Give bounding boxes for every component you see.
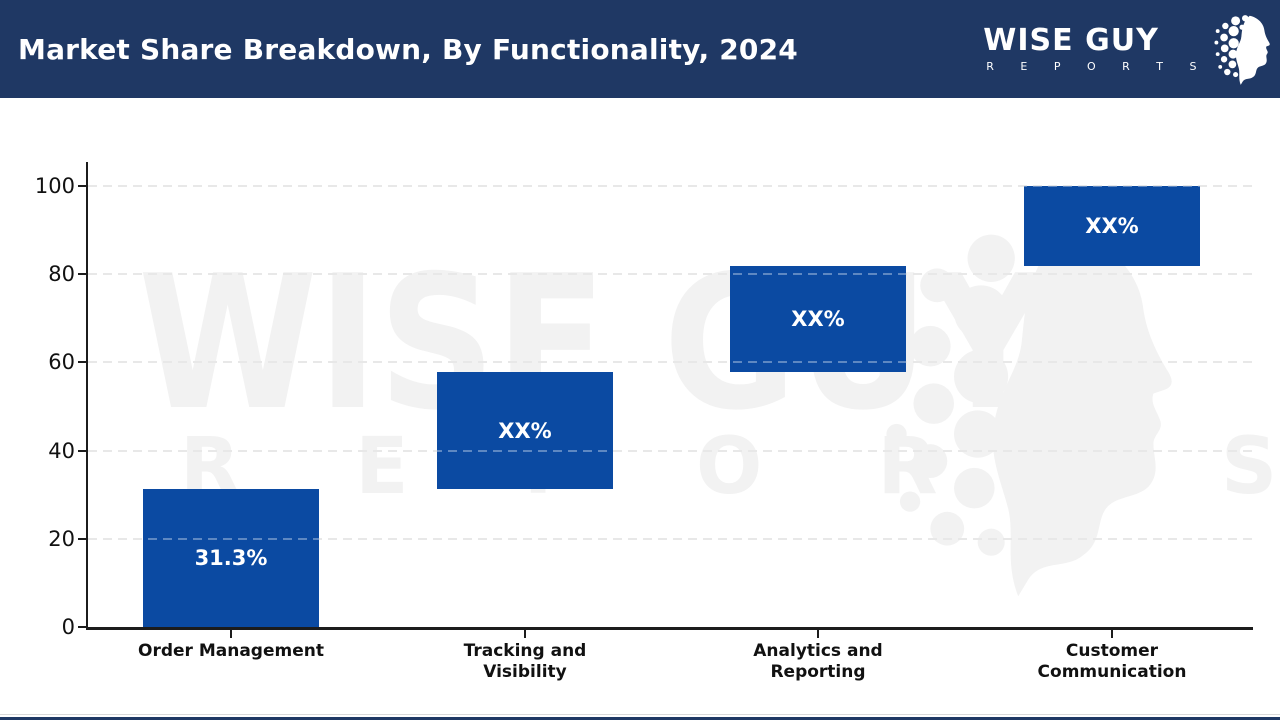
bar-segment xyxy=(437,372,613,489)
y-tick-mark xyxy=(78,273,86,276)
wiseguy-logo: WISE GUY R E P O R T S xyxy=(983,3,1274,95)
x-tick-mark xyxy=(1111,630,1113,638)
watermark-face-graphic xyxy=(879,227,1172,597)
bar-segment xyxy=(730,265,906,373)
y-tick-mark xyxy=(78,626,86,628)
x-tick-mark xyxy=(524,630,526,638)
y-axis-line xyxy=(86,162,88,630)
bar-segment xyxy=(143,488,319,627)
y-tick-label: 0 xyxy=(61,615,75,639)
x-category-label: Order Management xyxy=(138,641,324,661)
gridline-overlay xyxy=(88,185,1253,187)
gridline xyxy=(88,185,1253,187)
gridline xyxy=(88,273,1253,276)
gridline xyxy=(88,449,1253,452)
bar-value-label: XX% xyxy=(498,418,552,443)
gridline xyxy=(88,361,1253,364)
y-tick-label: 40 xyxy=(48,438,75,463)
wiseguy-face-icon xyxy=(1214,15,1270,85)
y-tick-mark xyxy=(78,449,86,452)
bar-value-label: XX% xyxy=(791,306,845,331)
x-category-label: Customer Communication xyxy=(1037,641,1187,682)
chart-title: Market Share Breakdown, By Functionality… xyxy=(18,32,798,66)
footer-bar xyxy=(0,717,1280,720)
x-tick-mark xyxy=(230,630,232,638)
logo-wordmark: WISE GUY xyxy=(983,23,1159,58)
x-axis-line xyxy=(86,627,1253,630)
bar-value-label: XX% xyxy=(1085,213,1139,238)
footer-divider xyxy=(0,714,1280,715)
y-tick-label: 100 xyxy=(34,174,75,198)
logo-subtext: R E P O R T S xyxy=(986,60,1208,73)
bar-segment xyxy=(1024,186,1200,266)
gridline-overlay xyxy=(88,449,1253,452)
y-tick-mark xyxy=(78,361,86,364)
gridline-overlay xyxy=(88,361,1253,364)
y-tick-label: 20 xyxy=(48,526,75,551)
bar-value-label: 31.3% xyxy=(194,545,268,570)
gridline-overlay xyxy=(88,537,1253,540)
logo-text-block: WISE GUY R E P O R T S xyxy=(983,23,1208,74)
gridline xyxy=(88,537,1253,540)
y-tick-label: 60 xyxy=(48,350,75,375)
x-tick-mark xyxy=(817,630,819,638)
y-tick-mark xyxy=(78,537,86,540)
x-category-label: Analytics and Reporting xyxy=(753,641,883,682)
header-bar: Market Share Breakdown, By Functionality… xyxy=(0,0,1280,98)
x-category-label: Tracking and Visibility xyxy=(463,641,587,682)
y-tick-mark xyxy=(78,185,86,187)
y-tick-label: 80 xyxy=(48,262,75,287)
gridline-overlay xyxy=(88,273,1253,276)
